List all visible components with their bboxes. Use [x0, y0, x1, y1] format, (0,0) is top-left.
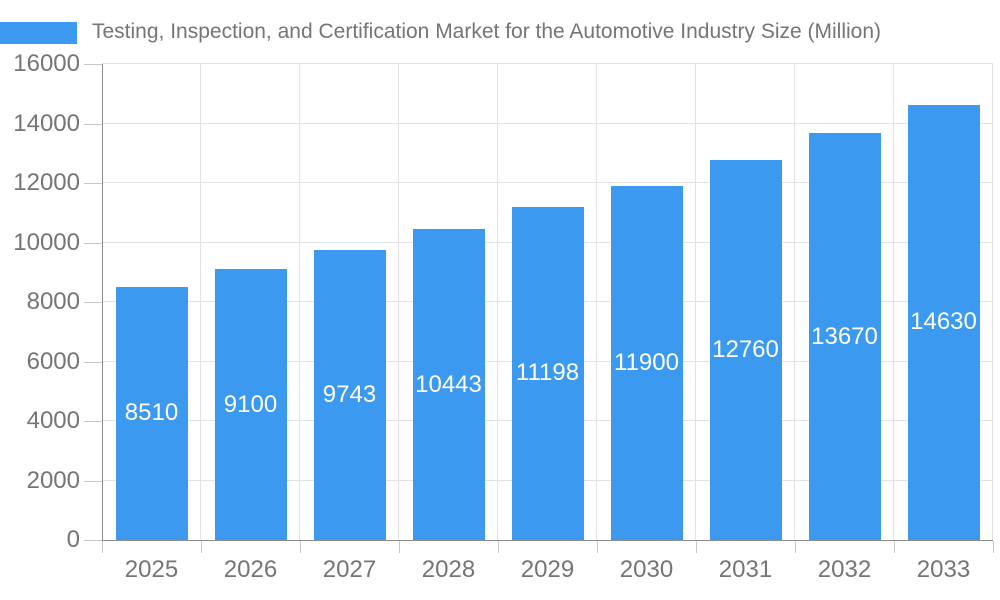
y-tick — [84, 123, 102, 125]
y-tick — [84, 540, 102, 541]
v-gridline — [794, 64, 795, 540]
y-tick — [84, 183, 102, 184]
legend-swatch — [0, 22, 77, 44]
x-tick — [795, 541, 796, 553]
bar: 8510 — [115, 286, 188, 540]
y-tick — [84, 302, 102, 303]
y-tick — [84, 361, 102, 363]
v-gridline — [992, 64, 993, 540]
h-gridline — [102, 63, 993, 64]
chart-title: Testing, Inspection, and Certification M… — [92, 20, 882, 43]
bar: 9743 — [313, 250, 386, 540]
bar: 12760 — [709, 160, 782, 540]
bar-value-label: 9100 — [223, 390, 278, 418]
bar-value-label: 13670 — [811, 322, 878, 350]
x-tick-label: 2026 — [223, 556, 278, 583]
y-tick-label: 4000 — [26, 407, 80, 434]
bar: 13670 — [808, 133, 881, 540]
y-tick — [84, 242, 102, 244]
bar-value-label: 11900 — [614, 348, 679, 376]
v-gridline — [497, 64, 498, 540]
y-tick-label: 10000 — [13, 228, 80, 256]
x-tick-label: 2029 — [520, 556, 575, 583]
h-gridline — [102, 182, 993, 183]
x-tick-label: 2032 — [817, 556, 872, 583]
x-tick-label: 2031 — [718, 556, 773, 583]
bar: 10443 — [412, 229, 485, 540]
x-tick-label: 2030 — [619, 556, 674, 583]
x-tick — [102, 541, 103, 553]
v-gridline — [398, 64, 399, 540]
v-gridline — [200, 64, 201, 540]
x-tick — [201, 541, 202, 553]
y-tick-label: 6000 — [26, 347, 80, 375]
y-tick-label: 0 — [66, 526, 80, 553]
y-tick — [84, 480, 102, 482]
v-gridline — [299, 64, 300, 540]
x-tick-label: 2027 — [322, 556, 377, 583]
x-axis-line — [102, 540, 993, 541]
v-gridline — [695, 64, 696, 540]
bar: 11900 — [610, 185, 683, 540]
v-gridline — [596, 64, 597, 540]
x-tick-label: 2025 — [124, 556, 179, 583]
x-tick — [597, 541, 598, 553]
y-tick-label: 16000 — [13, 50, 80, 77]
y-tick — [84, 64, 102, 65]
x-tick — [399, 541, 400, 553]
x-tick — [894, 541, 895, 553]
x-tick-label: 2033 — [916, 556, 971, 583]
bar-value-label: 11198 — [515, 359, 580, 387]
bar-value-label: 14630 — [910, 308, 977, 336]
y-tick-label: 2000 — [26, 466, 80, 494]
y-tick-label: 12000 — [13, 169, 80, 196]
bar: 11198 — [511, 206, 584, 540]
x-tick — [498, 541, 499, 553]
y-tick — [84, 421, 102, 422]
v-gridline — [893, 64, 894, 540]
bar-value-label: 12760 — [712, 336, 779, 364]
x-tick — [993, 541, 994, 553]
bar: 14630 — [907, 104, 980, 540]
x-tick — [300, 541, 301, 553]
x-tick — [696, 541, 697, 553]
bar: 9100 — [214, 269, 287, 540]
bar-value-label: 10443 — [415, 370, 482, 398]
bar-value-label: 8510 — [124, 399, 179, 427]
h-gridline — [102, 122, 993, 124]
bar-value-label: 9743 — [322, 381, 377, 409]
y-axis-line — [102, 64, 103, 540]
y-tick-label: 14000 — [13, 109, 80, 137]
plot-area: 8510 9100 9743 10443 11198 11900 12760 13670 146… — [102, 63, 993, 540]
y-tick-label: 8000 — [26, 288, 80, 315]
x-tick-label: 2028 — [421, 556, 476, 583]
